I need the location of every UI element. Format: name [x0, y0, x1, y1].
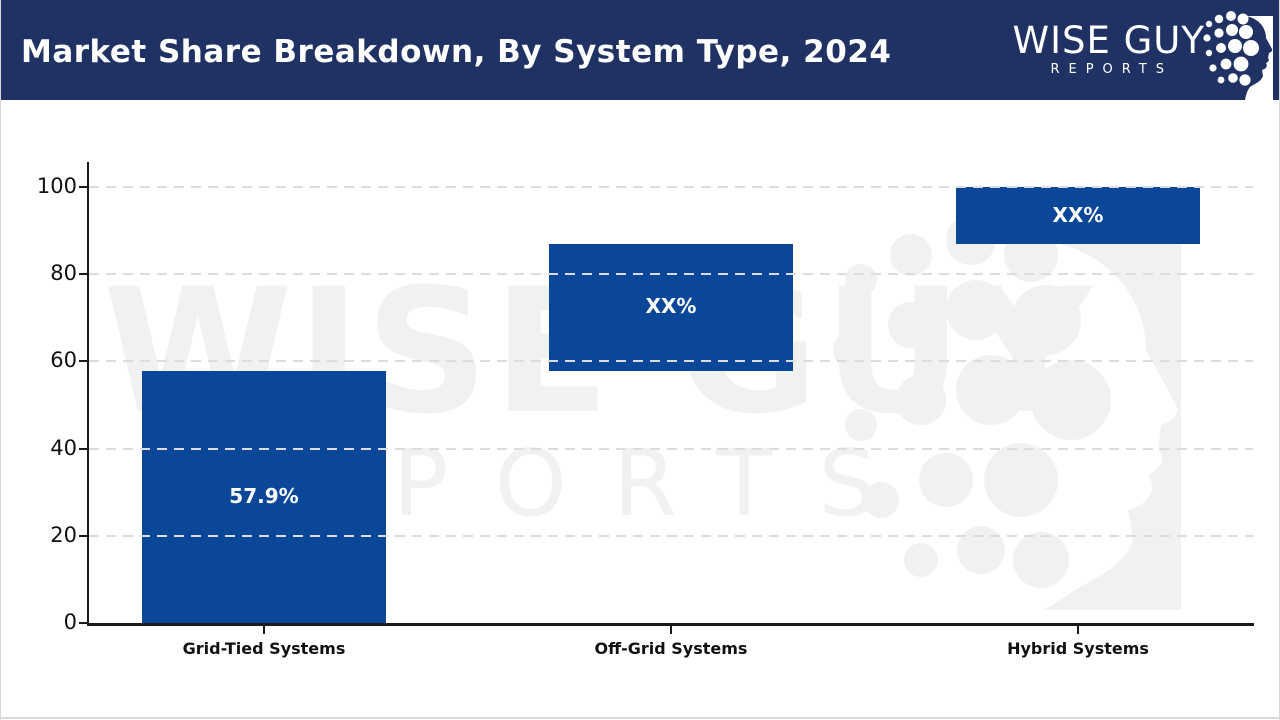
y-tick-label: 20 [50, 522, 77, 547]
y-tick-label: 0 [63, 610, 77, 634]
y-tick-mark [79, 622, 87, 624]
x-tick-mark [263, 626, 265, 634]
category-label: Hybrid Systems [1007, 639, 1149, 658]
gridline [89, 273, 1253, 276]
bar [142, 370, 386, 623]
category-label: Grid-Tied Systems [182, 639, 346, 658]
y-tick-mark [79, 447, 87, 450]
x-tick-mark [670, 626, 672, 634]
y-tick-label: 40 [50, 435, 77, 460]
y-axis-line [87, 162, 89, 625]
y-tick-label: 80 [50, 261, 77, 286]
bar-value-label: 57.9% [229, 483, 299, 508]
bar-value-label: XX% [1052, 202, 1104, 227]
brand-name: WISE GUY [1012, 19, 1205, 62]
y-tick-label: 60 [50, 348, 77, 373]
x-tick-mark [1077, 626, 1079, 634]
gridline [89, 447, 1253, 450]
y-tick-mark [79, 186, 87, 188]
brand-wordmark: WISE GUY REPORTS [1012, 19, 1205, 78]
gridline [89, 360, 1253, 363]
brand-head-icon [1203, 11, 1273, 100]
bar [956, 187, 1200, 245]
chart-title: Market Share Breakdown, By System Type, … [21, 34, 892, 70]
gridline [89, 186, 1253, 188]
gridline [89, 534, 1253, 537]
header-band: Market Share Breakdown, By System Type, … [1, 0, 1279, 100]
bar-value-label: XX% [645, 294, 697, 319]
y-tick-mark [79, 360, 87, 363]
brand-subname: REPORTS [1050, 62, 1174, 77]
y-tick-mark [79, 534, 87, 537]
y-tick-label: 100 [36, 174, 77, 198]
y-tick-mark [79, 273, 87, 276]
bar [549, 244, 793, 371]
category-label: Off-Grid Systems [594, 639, 748, 658]
brand-logo: WISE GUY REPORTS [1013, 8, 1273, 100]
x-axis-line [87, 623, 1254, 626]
